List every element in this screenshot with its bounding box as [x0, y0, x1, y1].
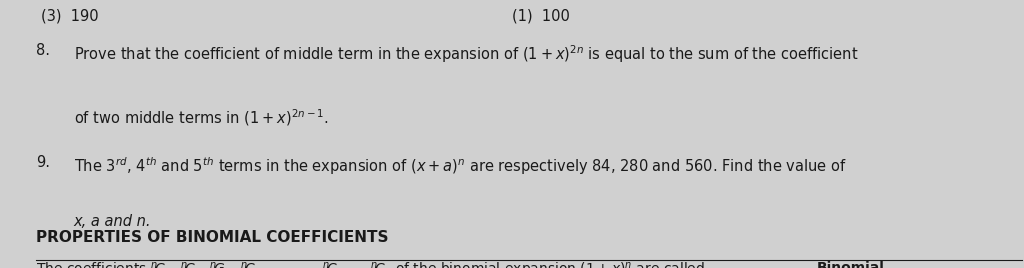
Text: (1)  100: (1) 100 [512, 8, 570, 23]
Text: The $3^{rd}$, $4^{th}$ and $5^{th}$ terms in the expansion of $(x + a)^n$ are re: The $3^{rd}$, $4^{th}$ and $5^{th}$ term… [74, 155, 847, 177]
Text: PROPERTIES OF BINOMIAL COEFFICIENTS: PROPERTIES OF BINOMIAL COEFFICIENTS [36, 230, 388, 245]
Text: 9.: 9. [36, 155, 50, 170]
Text: x, a and n.: x, a and n. [74, 214, 152, 229]
Text: Prove that the coefficient of middle term in the expansion of $(1+x)^{2n}$ is eq: Prove that the coefficient of middle ter… [74, 43, 858, 65]
Text: of two middle terms in $(1+x)^{2n-1}$.: of two middle terms in $(1+x)^{2n-1}$. [74, 107, 329, 128]
Text: Binomial: Binomial [817, 261, 885, 268]
Text: The coefficients ${}^{n}\!C_0$, ${}^{n}\!C_1$, ${}^{n}\!G_2$, ${}^{n}\!C_3$,....: The coefficients ${}^{n}\!C_0$, ${}^{n}\… [36, 261, 707, 268]
Text: 8.: 8. [36, 43, 50, 58]
Text: (3)  190: (3) 190 [41, 8, 98, 23]
